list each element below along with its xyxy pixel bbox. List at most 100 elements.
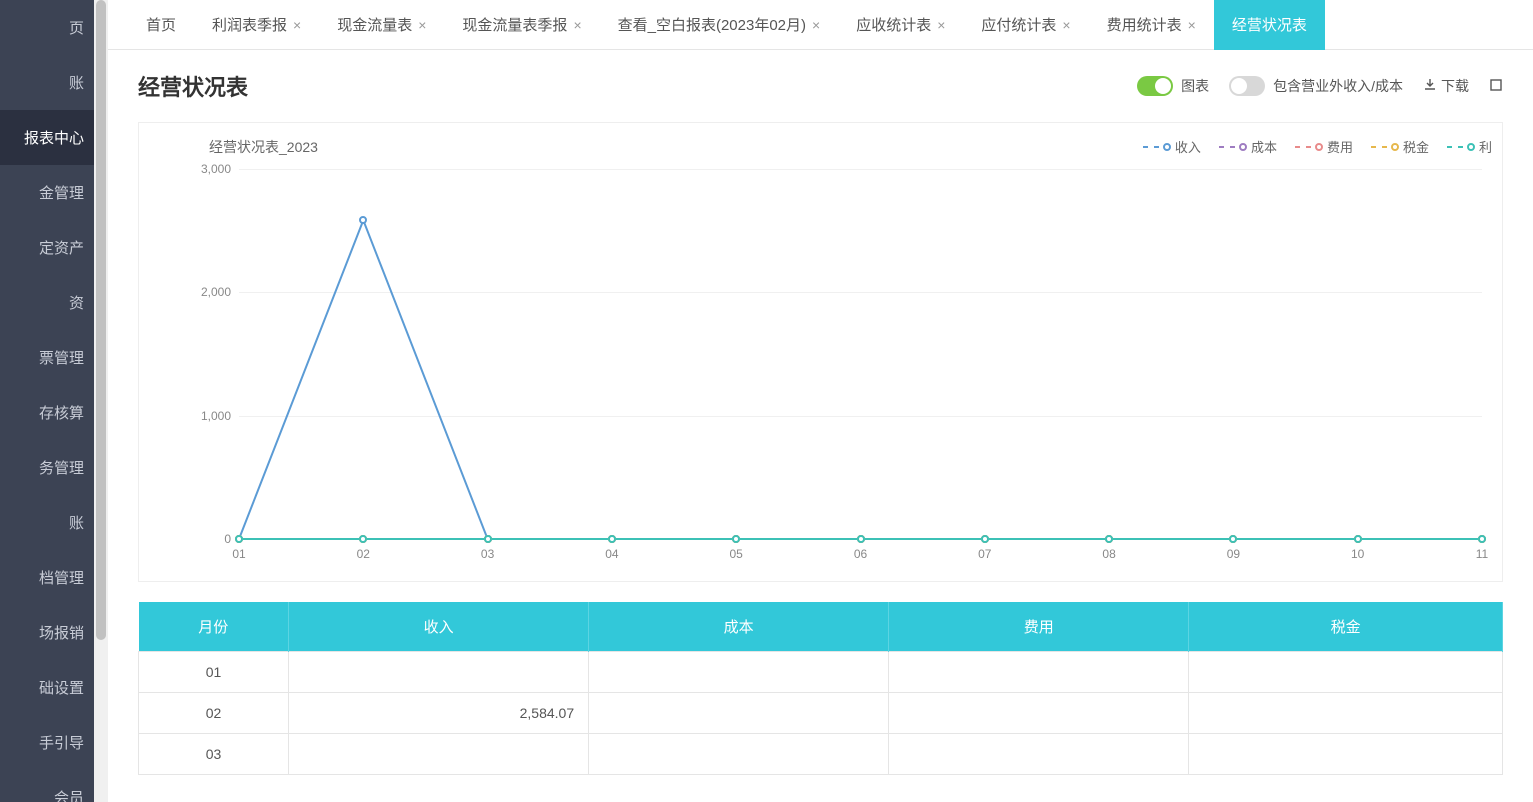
table-cell: 03 — [139, 734, 289, 775]
table-cell — [889, 734, 1189, 775]
sidebar: 页账报表中心金管理定资产资票管理存核算务管理账档管理场报销础设置手引导会员 — [0, 0, 94, 802]
table-cell — [889, 693, 1189, 734]
chart-toggle-group: 图表 — [1137, 76, 1209, 96]
chart-container: 经营状况表_2023 收入成本 费用税金 利 01,0002,0003,000010… — [138, 122, 1503, 582]
sidebar-item[interactable]: 档管理 — [0, 550, 94, 605]
sidebar-item[interactable]: 务管理 — [0, 440, 94, 495]
sidebar-item[interactable]: 场报销 — [0, 605, 94, 660]
chart-marker[interactable] — [981, 535, 989, 543]
close-icon[interactable]: × — [937, 17, 945, 33]
x-axis-tick: 11 — [1476, 547, 1488, 561]
tab[interactable]: 现金流量表 × — [319, 0, 444, 50]
y-axis-tick: 0 — [224, 532, 231, 546]
chart-marker[interactable] — [1105, 535, 1113, 543]
y-axis-tick: 3,000 — [201, 162, 231, 176]
sidebar-item[interactable]: 手引导 — [0, 715, 94, 770]
download-icon — [1423, 78, 1437, 95]
tab-label: 费用统计表 — [1107, 14, 1182, 35]
chart-plot-area: 01,0002,0003,0000102030405060708091011 — [239, 169, 1482, 539]
tab[interactable]: 应收统计表 × — [838, 0, 963, 50]
tab[interactable]: 查看_空白报表(2023年02月) × — [600, 0, 839, 50]
sidebar-item[interactable]: 账 — [0, 55, 94, 110]
sidebar-item[interactable]: 定资产 — [0, 220, 94, 275]
page-title: 经营状况表 — [138, 70, 1137, 102]
chart-marker[interactable] — [359, 216, 367, 224]
download-label: 下载 — [1441, 76, 1469, 96]
tab[interactable]: 首页 — [128, 0, 194, 50]
page-header: 经营状况表 图表 包含营业外收入/成本 下载 — [108, 50, 1533, 112]
legend-item[interactable]: 税金 — [1371, 137, 1429, 156]
x-axis-tick: 10 — [1351, 547, 1364, 561]
tab-label: 经营状况表 — [1232, 14, 1307, 35]
sidebar-item[interactable]: 账 — [0, 495, 94, 550]
chart-marker[interactable] — [235, 535, 243, 543]
tab-label: 查看_空白报表(2023年02月) — [618, 14, 806, 35]
close-icon[interactable]: × — [418, 17, 426, 33]
chart-marker[interactable] — [1229, 535, 1237, 543]
tab[interactable]: 应付统计表× — [963, 0, 1088, 50]
legend-label: 收入 — [1175, 137, 1201, 156]
x-axis-tick: 08 — [1102, 547, 1115, 561]
chart-marker[interactable] — [359, 535, 367, 543]
sidebar-scrollbar[interactable] — [94, 0, 108, 802]
chart-title: 经营状况表_2023 — [209, 137, 318, 157]
table-cell — [589, 734, 889, 775]
legend-label: 费用 — [1327, 137, 1353, 156]
sidebar-item[interactable]: 报表中心 — [0, 110, 94, 165]
tab[interactable]: 现金流量表季报 × — [444, 0, 599, 50]
tab-label: 现金流量表 — [337, 14, 412, 35]
legend-item[interactable]: 利 — [1447, 137, 1492, 156]
data-table: 月份收入成本费用税金 01022,584.0703 — [138, 602, 1503, 775]
legend-item[interactable]: 费用 — [1295, 137, 1353, 156]
close-icon[interactable]: × — [1188, 17, 1196, 33]
chart-marker[interactable] — [732, 535, 740, 543]
x-axis-tick: 07 — [978, 547, 991, 561]
x-axis-tick: 05 — [730, 547, 743, 561]
scrollbar-thumb[interactable] — [96, 0, 106, 640]
x-axis-tick: 02 — [357, 547, 370, 561]
legend-item[interactable]: 成本 — [1219, 137, 1277, 156]
sidebar-item[interactable]: 金管理 — [0, 165, 94, 220]
tab-label: 现金流量表季报 — [462, 14, 567, 35]
chart-marker[interactable] — [857, 535, 865, 543]
chart-marker[interactable] — [484, 535, 492, 543]
chart-legend: 收入成本 费用税金 利 — [1143, 137, 1492, 156]
close-icon[interactable]: × — [812, 17, 820, 33]
data-table-wrap: 月份收入成本费用税金 01022,584.0703 — [138, 602, 1503, 775]
chart-marker[interactable] — [1354, 535, 1362, 543]
tab[interactable]: 经营状况表 — [1214, 0, 1325, 50]
y-axis-tick: 1,000 — [201, 409, 231, 423]
sidebar-item[interactable]: 础设置 — [0, 660, 94, 715]
header-controls: 图表 包含营业外收入/成本 下载 — [1137, 76, 1503, 96]
include-toggle-label: 包含营业外收入/成本 — [1273, 76, 1403, 96]
chart-toggle[interactable] — [1137, 76, 1173, 96]
tab-label: 应收统计表 — [856, 14, 931, 35]
tab-label: 利润表季报 — [212, 14, 287, 35]
close-icon[interactable]: × — [573, 17, 581, 33]
sidebar-item[interactable]: 存核算 — [0, 385, 94, 440]
x-axis-tick: 01 — [232, 547, 245, 561]
x-axis-tick: 09 — [1227, 547, 1240, 561]
chart-marker[interactable] — [608, 535, 616, 543]
close-icon[interactable]: × — [1062, 17, 1070, 33]
sidebar-item[interactable]: 资 — [0, 275, 94, 330]
more-icon[interactable] — [1489, 78, 1503, 95]
download-button[interactable]: 下载 — [1423, 76, 1469, 96]
table-cell: 02 — [139, 693, 289, 734]
sidebar-item[interactable]: 会员 — [0, 770, 94, 802]
x-axis-tick: 06 — [854, 547, 867, 561]
chart-marker[interactable] — [1478, 535, 1486, 543]
legend-item[interactable]: 收入 — [1143, 137, 1201, 156]
sidebar-item[interactable]: 页 — [0, 0, 94, 55]
include-toggle-group: 包含营业外收入/成本 — [1229, 76, 1403, 96]
table-row: 03 — [139, 734, 1503, 775]
legend-label: 利 — [1479, 137, 1492, 156]
sidebar-item[interactable]: 票管理 — [0, 330, 94, 385]
close-icon[interactable]: × — [293, 17, 301, 33]
include-toggle[interactable] — [1229, 76, 1265, 96]
table-cell — [889, 652, 1189, 693]
tab[interactable]: 费用统计表 × — [1089, 0, 1214, 50]
chart-svg — [239, 169, 1482, 539]
table-header-cell: 月份 — [139, 602, 289, 652]
tab[interactable]: 利润表季报 × — [194, 0, 319, 50]
